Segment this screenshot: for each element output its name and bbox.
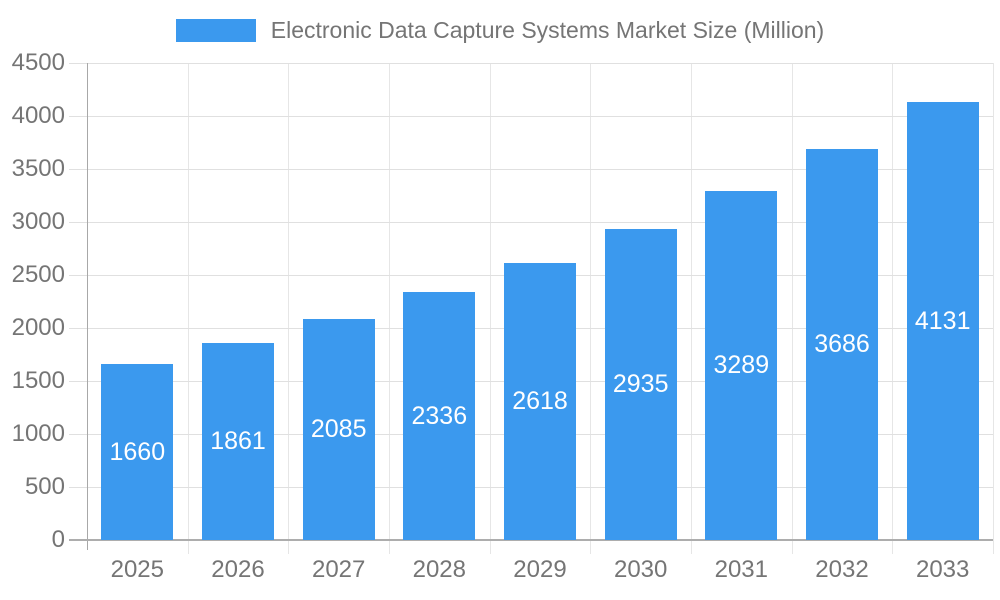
bar-2025[interactable]: 1660: [101, 364, 174, 540]
y-axis-tick-label: 3500: [11, 155, 65, 182]
y-axis-tick-label: 4000: [11, 102, 65, 129]
bar-value-label: 2085: [310, 415, 367, 443]
y-axis-tick-label: 4500: [11, 49, 65, 76]
x-axis-line: [69, 539, 993, 541]
y-axis-tick-label: 0: [51, 526, 65, 553]
bar-2028[interactable]: 2336: [403, 292, 476, 540]
x-axis-tick-label: 2025: [110, 556, 164, 583]
gridline-vertical: [892, 63, 894, 554]
gridline-vertical: [590, 63, 592, 554]
bar-2027[interactable]: 2085: [302, 319, 375, 540]
y-axis-line: [87, 63, 88, 550]
legend-swatch: [175, 18, 256, 42]
legend-label: Electronic Data Capture Systems Market S…: [270, 16, 825, 43]
bar-2029[interactable]: 2618: [504, 262, 576, 540]
x-axis-tick-label: 2028: [412, 556, 466, 583]
bar-value-label: 2618: [512, 386, 568, 415]
y-axis-tick-label: 2500: [11, 261, 65, 288]
x-axis-tick-label: 2029: [513, 556, 567, 583]
y-axis-tick-label: 1000: [11, 420, 65, 447]
x-axis-tick-label: 2027: [311, 556, 366, 583]
bar-value-label: 3686: [814, 330, 870, 359]
gridline-vertical: [791, 63, 793, 554]
bar-value-label: 4131: [914, 306, 971, 335]
bar-value-label: 3289: [713, 351, 770, 380]
x-axis-tick-label: 2032: [815, 556, 869, 583]
bar-2032[interactable]: 3686: [806, 149, 878, 540]
bar-2033[interactable]: 4131: [906, 102, 979, 540]
gridline-horizontal: [69, 169, 993, 170]
x-axis-tick-label: 2030: [613, 556, 668, 583]
bar-2030[interactable]: 2935: [604, 228, 677, 540]
gridline-vertical: [489, 63, 491, 554]
bar-value-label: 1861: [210, 426, 266, 455]
bar-value-label: 1660: [109, 437, 166, 466]
gridline-horizontal: [69, 222, 993, 223]
bar-2026[interactable]: 1861: [202, 342, 274, 540]
gridline-vertical: [691, 63, 692, 554]
gridline-vertical: [288, 63, 290, 554]
y-axis-tick-label: 500: [24, 473, 65, 500]
gridline-vertical: [389, 63, 390, 554]
bar-value-label: 2336: [411, 401, 468, 430]
gridline-vertical: [993, 63, 994, 554]
gridline-horizontal: [69, 63, 993, 64]
gridline-horizontal: [69, 116, 993, 117]
x-axis-tick-label: 2033: [915, 556, 970, 583]
gridline-vertical: [187, 63, 189, 554]
y-axis-tick-label: 2000: [11, 314, 65, 341]
bar-2031[interactable]: 3289: [705, 191, 778, 540]
chart-legend[interactable]: Electronic Data Capture Systems Market S…: [0, 14, 1000, 46]
x-axis-tick-label: 2031: [714, 556, 768, 583]
bar-value-label: 2935: [612, 369, 669, 398]
y-axis-tick-label: 3000: [11, 208, 65, 235]
x-axis-tick-label: 2026: [211, 556, 265, 583]
y-axis-tick-label: 1500: [11, 367, 65, 394]
plot-area: 1660 1861 2085 2336 2618 2935 3289 3686 4131: [69, 63, 994, 554]
